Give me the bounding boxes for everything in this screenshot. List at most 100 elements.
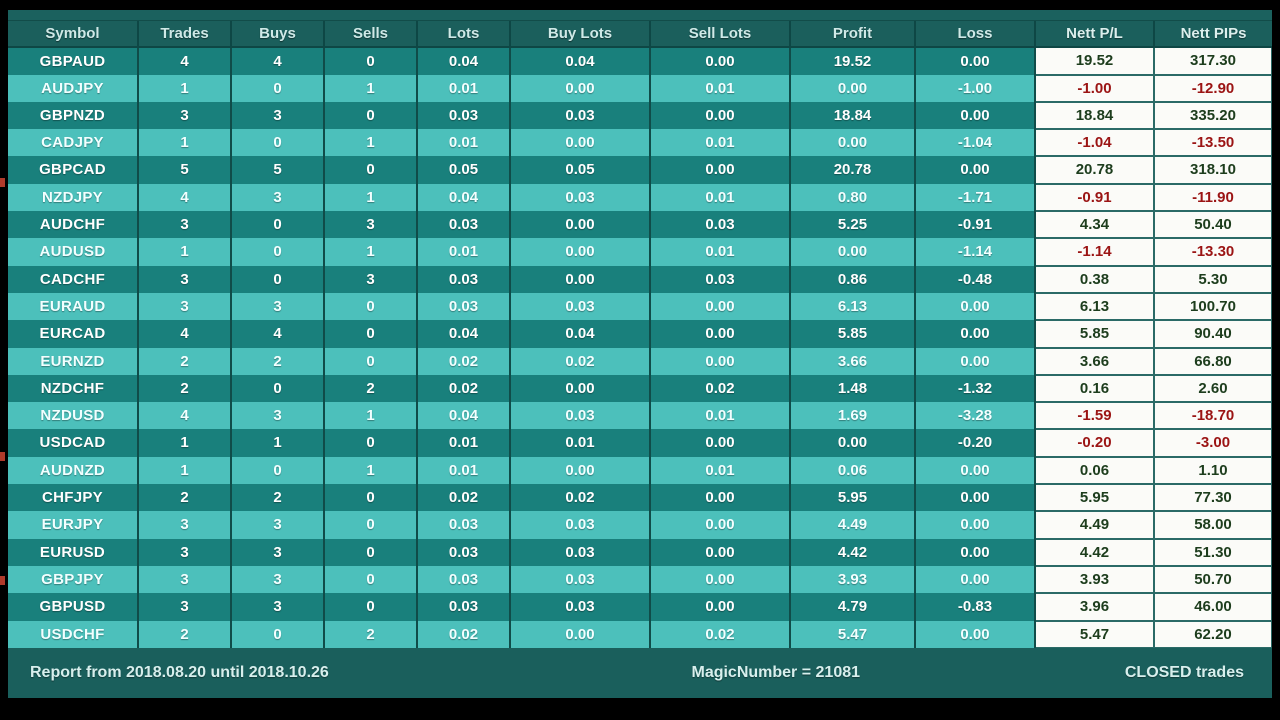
cell-sells: 1 (324, 456, 418, 485)
cell-symbol: AUDCHF (8, 211, 139, 239)
table-row[interactable]: EURJPY 3 3 0 0.03 0.03 0.00 4.49 0.00 4.49 58.00 (8, 510, 1272, 540)
table-row[interactable]: USDCAD 1 1 0 0.01 0.01 0.00 0.00 -0.20 -0.20 -3.00 (8, 428, 1272, 458)
cell-buy_lots: 0.03 (510, 538, 651, 566)
cell-lots: 0.03 (417, 593, 511, 621)
cell-buys: 0 (231, 456, 325, 485)
cell-lots: 0.03 (417, 511, 511, 539)
cell-symbol: NZDUSD (8, 402, 139, 430)
column-header-profit[interactable]: Profit (790, 21, 916, 49)
cell-nett_pl: -0.91 (1034, 183, 1155, 213)
cell-symbol: USDCAD (8, 429, 139, 457)
table-row[interactable]: CADCHF 3 0 3 0.03 0.00 0.03 0.86 -0.48 0.38 5.30 (8, 265, 1272, 294)
column-header-buy-lots[interactable]: Buy Lots (510, 21, 651, 49)
cell-buys: 3 (231, 101, 325, 130)
report-footer: Report from 2018.08.20 until 2018.10.26 … (8, 648, 1272, 698)
cell-lots: 0.01 (417, 456, 511, 485)
column-header-loss[interactable]: Loss (915, 21, 1036, 49)
cell-loss: 0.00 (915, 538, 1036, 566)
table-row[interactable]: USDCHF 2 0 2 0.02 0.00 0.02 5.47 0.00 5.47 62.20 (8, 620, 1272, 649)
cell-sells: 1 (324, 74, 418, 102)
table-row[interactable]: AUDJPY 1 0 1 0.01 0.00 0.01 0.00 -1.00 -1.00 -12.9… (8, 74, 1272, 103)
cell-nett_pips: -13.50 (1154, 128, 1272, 158)
column-header-nett-p-l[interactable]: Nett P/L (1035, 21, 1155, 49)
edge-marker (0, 576, 5, 585)
cell-sell_lots: 0.00 (650, 347, 791, 375)
edge-marker (0, 452, 5, 461)
cell-sell_lots: 0.00 (650, 47, 791, 75)
table-row[interactable]: CADJPY 1 0 1 0.01 0.00 0.01 0.00 -1.04 -1.04 -13.5… (8, 128, 1272, 158)
table-row[interactable]: AUDUSD 1 0 1 0.01 0.00 0.01 0.00 -1.14 -1.14 -13.3… (8, 237, 1272, 267)
cell-nett_pips: 335.20 (1154, 101, 1272, 131)
cell-nett_pips: 46.00 (1154, 592, 1272, 622)
table-row[interactable]: NZDJPY 4 3 1 0.04 0.03 0.01 0.80 -1.71 -0.91 -11.9… (8, 183, 1272, 213)
table-row[interactable]: GBPNZD 3 3 0 0.03 0.03 0.00 18.84 0.00 18.84 335.2… (8, 101, 1272, 131)
cell-buys: 3 (231, 593, 325, 621)
cell-profit: 0.00 (790, 74, 916, 102)
table-row[interactable]: EURAUD 3 3 0 0.03 0.03 0.00 6.13 0.00 6.13 100.70 (8, 292, 1272, 322)
cell-symbol: CHFJPY (8, 484, 139, 512)
table-row[interactable]: EURUSD 3 3 0 0.03 0.03 0.00 4.42 0.00 4.42 51.30 (8, 538, 1272, 567)
cell-trades: 3 (138, 211, 232, 239)
cell-loss: 0.00 (915, 565, 1036, 594)
column-header-lots[interactable]: Lots (417, 21, 511, 49)
column-header-sells[interactable]: Sells (324, 21, 418, 49)
cell-profit: 3.66 (790, 347, 916, 375)
cell-lots: 0.03 (417, 101, 511, 130)
cell-buys: 3 (231, 183, 325, 212)
table-row[interactable]: AUDCHF 3 0 3 0.03 0.00 0.03 5.25 -0.91 4.34 50.40 (8, 210, 1272, 240)
cell-buy_lots: 0.00 (510, 74, 651, 102)
trade-state-label: CLOSED trades (1124, 664, 1244, 681)
cell-symbol: EURNZD (8, 347, 139, 375)
table-row[interactable]: GBPUSD 3 3 0 0.03 0.03 0.00 4.79 -0.83 3.96 46.00 (8, 592, 1272, 622)
cell-loss: 0.00 (915, 101, 1036, 130)
cell-lots: 0.01 (417, 238, 511, 266)
column-header-trades[interactable]: Trades (138, 21, 232, 49)
cell-nett_pl: 5.85 (1034, 319, 1155, 349)
column-header-buys[interactable]: Buys (231, 21, 325, 49)
cell-lots: 0.04 (417, 47, 511, 75)
cell-sells: 1 (324, 129, 418, 157)
cell-profit: 0.06 (790, 456, 916, 485)
cell-profit: 0.80 (790, 183, 916, 212)
cell-lots: 0.04 (417, 320, 511, 348)
cell-lots: 0.02 (417, 620, 511, 648)
table-row[interactable]: GBPJPY 3 3 0 0.03 0.03 0.00 3.93 0.00 3.93 50.70 (8, 565, 1272, 595)
cell-buy_lots: 0.00 (510, 620, 651, 648)
column-header-symbol[interactable]: Symbol (8, 21, 139, 49)
cell-sell_lots: 0.00 (650, 538, 791, 566)
cell-trades: 3 (138, 265, 232, 293)
table-row[interactable]: NZDUSD 4 3 1 0.04 0.03 0.01 1.69 -3.28 -1.59 -18.7… (8, 401, 1272, 431)
cell-loss: 0.00 (915, 156, 1036, 184)
table-row[interactable]: EURNZD 2 2 0 0.02 0.02 0.00 3.66 0.00 3.66 66.80 (8, 347, 1272, 376)
cell-nett_pips: 90.40 (1154, 319, 1272, 349)
table-row[interactable]: EURCAD 4 4 0 0.04 0.04 0.00 5.85 0.00 5.85 90.40 (8, 319, 1272, 349)
table-row[interactable]: NZDCHF 2 0 2 0.02 0.00 0.02 1.48 -1.32 0.16 2.60 (8, 374, 1272, 404)
cell-profit: 5.47 (790, 620, 916, 648)
cell-buy_lots: 0.00 (510, 456, 651, 485)
cell-trades: 2 (138, 620, 232, 648)
cell-loss: -0.48 (915, 265, 1036, 293)
table-row[interactable]: GBPCAD 5 5 0 0.05 0.05 0.00 20.78 0.00 20.78 318.1… (8, 155, 1272, 185)
cell-loss: -0.20 (915, 429, 1036, 457)
cell-symbol: EURCAD (8, 320, 139, 348)
column-header-sell-lots[interactable]: Sell Lots (650, 21, 791, 49)
table-row[interactable]: AUDNZD 1 0 1 0.01 0.00 0.01 0.06 0.00 0.06 1.10 (8, 456, 1272, 486)
cell-loss: -1.71 (915, 183, 1036, 212)
cell-buy_lots: 0.00 (510, 129, 651, 157)
cell-nett_pips: -13.30 (1154, 237, 1272, 267)
cell-buy_lots: 0.00 (510, 265, 651, 293)
cell-symbol: EURUSD (8, 538, 139, 566)
cell-profit: 5.85 (790, 320, 916, 348)
cell-nett_pips: 50.70 (1154, 565, 1272, 595)
table-row[interactable]: CHFJPY 2 2 0 0.02 0.02 0.00 5.95 0.00 5.95 77.30 (8, 483, 1272, 513)
cell-sells: 0 (324, 511, 418, 539)
cell-trades: 1 (138, 456, 232, 485)
table-row[interactable]: GBPAUD 4 4 0 0.04 0.04 0.00 19.52 0.00 19.52 317.3… (8, 46, 1272, 76)
cell-nett_pl: 6.13 (1034, 292, 1155, 322)
cell-trades: 2 (138, 484, 232, 512)
column-header-nett-pips[interactable]: Nett PIPs (1154, 21, 1272, 49)
cell-buys: 0 (231, 620, 325, 648)
cell-symbol: GBPNZD (8, 101, 139, 130)
cell-nett_pips: 77.30 (1154, 483, 1272, 513)
cell-sell_lots: 0.02 (650, 374, 791, 403)
